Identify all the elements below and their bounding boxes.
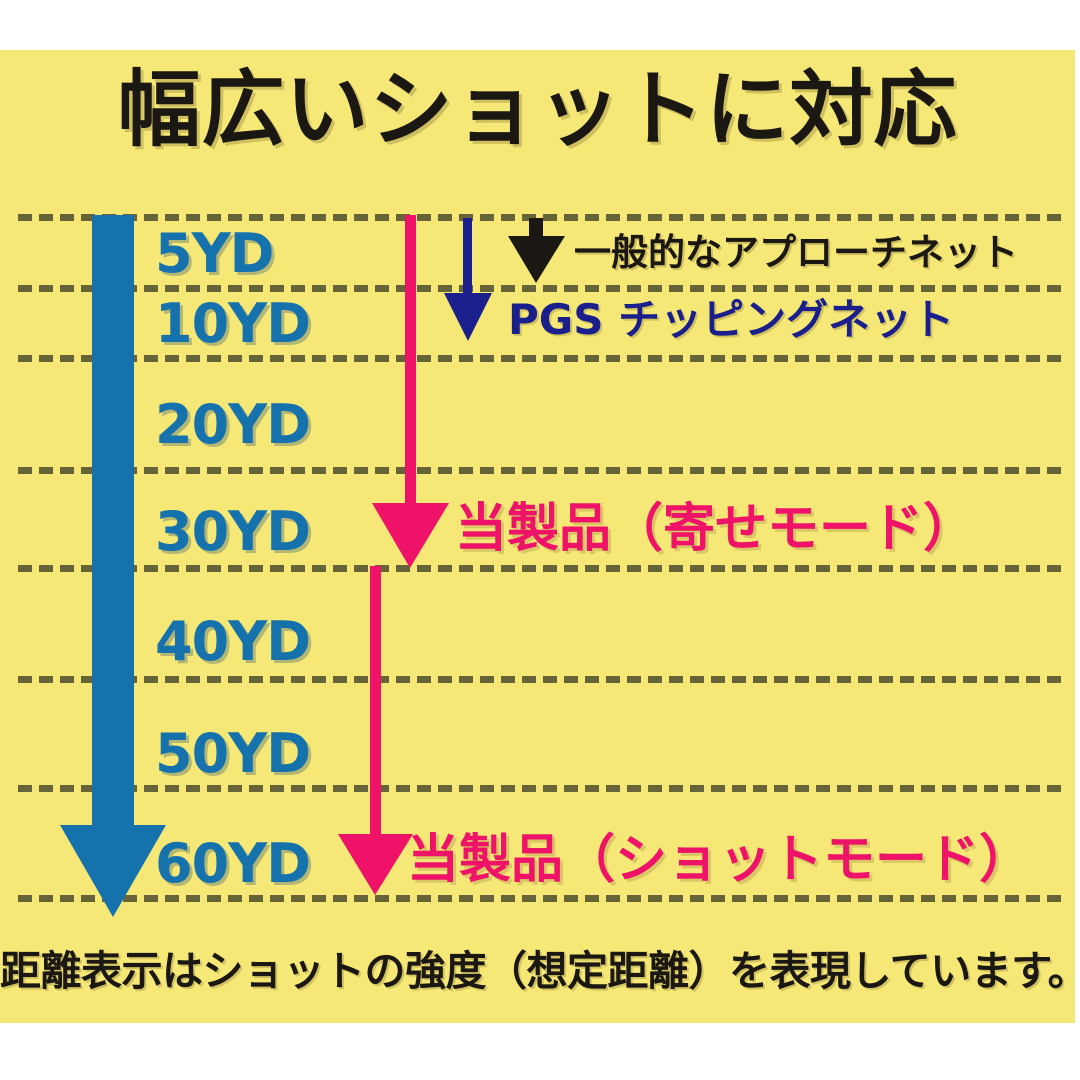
distance-label-60yd: 60YD bbox=[155, 832, 311, 895]
scale-gridline bbox=[18, 467, 1061, 474]
scale-gridline bbox=[18, 785, 1061, 792]
scale-gridline bbox=[18, 895, 1061, 902]
distance-label-40yd: 40YD bbox=[155, 610, 311, 673]
callout-pgs-chipping-net: PGS チッピングネット bbox=[508, 295, 955, 344]
scale-gridline bbox=[18, 355, 1061, 362]
distance-label-5yd: 5YD bbox=[155, 222, 274, 285]
scale-gridline bbox=[18, 565, 1061, 572]
distance-label-50yd: 50YD bbox=[155, 722, 311, 785]
callout-product-approach-mode: 当製品（寄せモード） bbox=[455, 499, 976, 559]
distance-label-30yd: 30YD bbox=[155, 500, 311, 563]
scale-gridline bbox=[18, 214, 1061, 221]
yellow-panel bbox=[0, 50, 1075, 1023]
footer-note: 距離表示はショットの強度（想定距離）を表現しています。 bbox=[0, 947, 1080, 995]
page-title: 幅広いショットに対応 bbox=[117, 61, 958, 158]
scale-gridline bbox=[18, 676, 1061, 683]
distance-label-10yd: 10YD bbox=[155, 292, 311, 355]
callout-product-shot-mode: 当製品（ショットモード） bbox=[407, 830, 1032, 890]
callout-general-approach-net: 一般的なアプローチネット bbox=[574, 231, 1018, 274]
distance-label-20yd: 20YD bbox=[155, 393, 311, 456]
scale-gridline bbox=[18, 285, 1061, 292]
